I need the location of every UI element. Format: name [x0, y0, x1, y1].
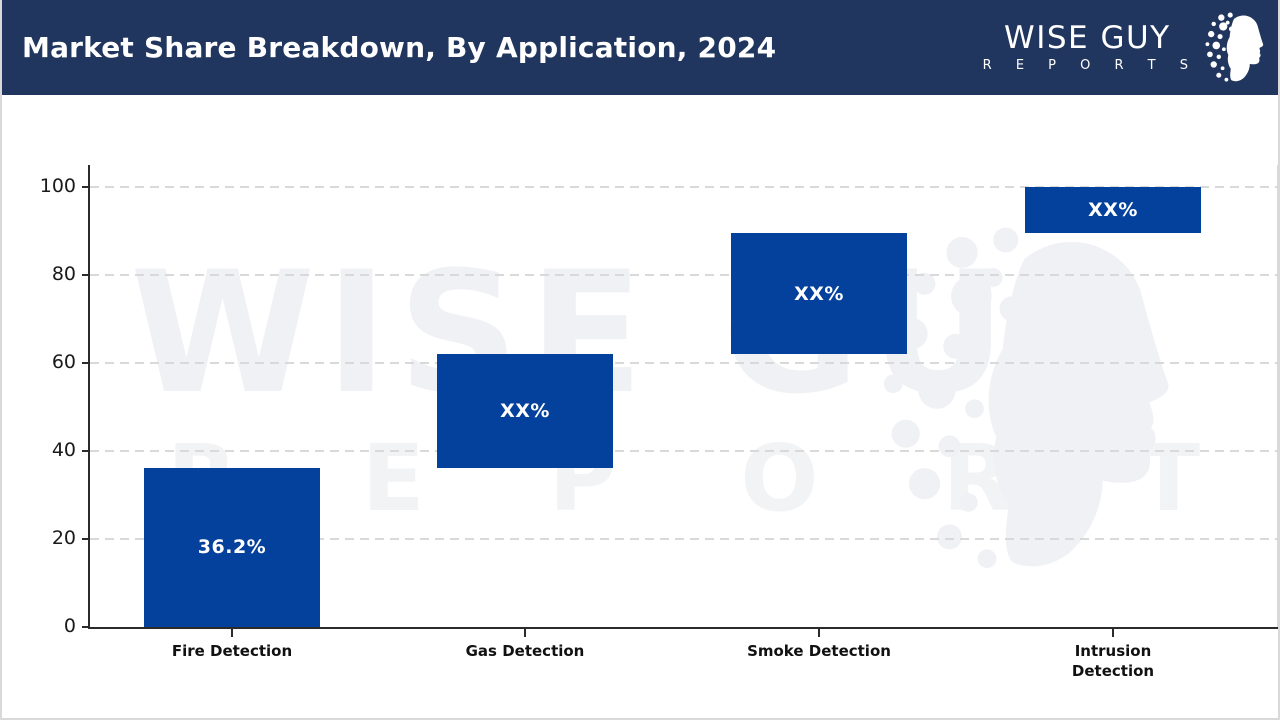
y-tick-label: 60: [51, 351, 76, 373]
wise-guy-logo: WISE GUY R E P O R T S: [977, 10, 1266, 86]
gridline: [90, 538, 1278, 540]
right-border-line: [1277, 165, 1278, 627]
y-tick-mark: [82, 538, 90, 540]
y-tick-label: 20: [51, 527, 76, 549]
y-axis-line: [88, 165, 90, 629]
x-tick-mark: [818, 629, 820, 637]
logo-wordmark-sub: R E P O R T S: [982, 58, 1198, 73]
y-tick-mark: [82, 186, 90, 188]
x-tick-mark: [231, 629, 233, 637]
bar-segment: XX%: [437, 354, 613, 468]
header-bar: Market Share Breakdown, By Application, …: [2, 0, 1278, 95]
gridline: [90, 362, 1278, 364]
logo-wordmark: WISE GUY R E P O R T S: [977, 20, 1198, 73]
bar-segment: 36.2%: [144, 467, 320, 627]
y-tick-mark: [82, 450, 90, 452]
y-tick-mark: [82, 274, 90, 276]
y-tick-mark: [82, 362, 90, 364]
x-category-label: Intrusion Detection: [1071, 642, 1155, 680]
bar-value-label: XX%: [1088, 199, 1138, 222]
gridline: [90, 450, 1278, 452]
bar-segment: XX%: [731, 233, 907, 355]
y-tick-label: 100: [39, 175, 76, 197]
chart-area: WISE GU R E P O R T S 02040608010036.2%F…: [2, 95, 1278, 718]
bar-segment: XX%: [1025, 187, 1201, 234]
x-tick-mark: [524, 629, 526, 637]
x-axis-line: [88, 627, 1278, 629]
y-tick-mark: [82, 626, 90, 628]
x-category-label: Smoke Detection: [747, 642, 891, 660]
gridline: [90, 186, 1278, 188]
y-tick-label: 0: [63, 615, 76, 637]
x-category-label: Fire Detection: [171, 642, 293, 660]
x-category-label: Gas Detection: [465, 642, 585, 660]
chart-title: Market Share Breakdown, By Application, …: [22, 31, 777, 64]
x-tick-mark: [1112, 629, 1114, 637]
gridline: [90, 274, 1278, 276]
bar-value-label: XX%: [500, 399, 550, 422]
y-tick-label: 80: [51, 263, 76, 285]
logo-wordmark-main: WISE GUY: [1004, 20, 1171, 56]
bar-value-label: XX%: [794, 282, 844, 305]
y-tick-label: 40: [51, 439, 76, 461]
bar-value-label: 36.2%: [197, 536, 267, 559]
